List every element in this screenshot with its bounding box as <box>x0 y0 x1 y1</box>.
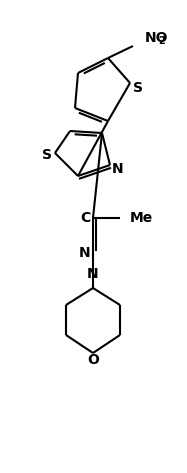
Text: N: N <box>112 162 124 176</box>
Text: C: C <box>80 211 90 225</box>
Text: O: O <box>87 353 99 367</box>
Text: Me: Me <box>130 211 153 225</box>
Text: N: N <box>79 246 91 260</box>
Text: S: S <box>133 81 143 95</box>
Text: N: N <box>87 267 99 281</box>
Text: NO: NO <box>145 31 168 45</box>
Text: S: S <box>42 148 52 162</box>
Text: 2: 2 <box>158 36 165 46</box>
